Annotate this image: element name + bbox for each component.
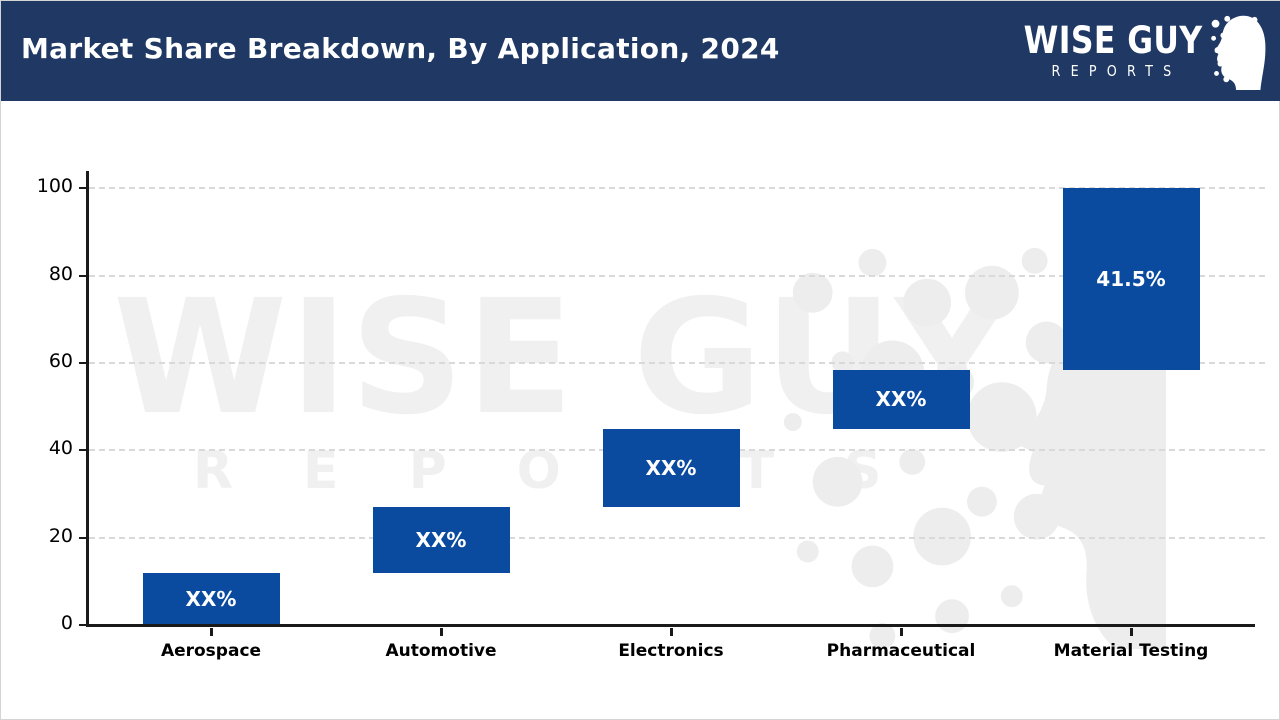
logo-wordmark: WISE GUY (1023, 19, 1203, 62)
bar-label: XX% (185, 586, 237, 611)
bar-label: XX% (875, 387, 927, 412)
y-tick-label: 20 (48, 524, 73, 547)
x-category-label: Aerospace (160, 641, 262, 661)
logo: WISE GUY REPORTS (992, 7, 1269, 95)
header-bar: Market Share Breakdown, By Application, … (1, 1, 1280, 101)
bar-label: 41.5% (1096, 267, 1166, 292)
logo-subtitle: REPORTS (1051, 62, 1182, 80)
bar-label: XX% (415, 527, 467, 552)
gridline (89, 274, 1265, 277)
x-tick-mark (209, 628, 213, 636)
y-tick-label: 100 (36, 175, 73, 198)
y-tick-label: 60 (48, 350, 73, 373)
bar: 41.5% (1062, 188, 1200, 370)
y-tick-label: 0 (60, 612, 73, 634)
watermark-subtitle: REPORTS (193, 441, 952, 501)
gridline (89, 362, 1265, 365)
gridline (89, 536, 1265, 539)
chart-title: Market Share Breakdown, By Application, … (21, 31, 780, 65)
y-tick-mark (79, 187, 87, 190)
y-axis-line (86, 171, 89, 627)
y-tick-mark (79, 624, 87, 626)
x-tick-mark (899, 628, 903, 636)
y-tick-mark (79, 536, 87, 539)
x-category-label: Automotive (385, 641, 497, 661)
y-tick-mark (79, 362, 87, 365)
bar: XX% (372, 507, 510, 573)
bar: XX% (142, 572, 280, 625)
bar: XX% (602, 428, 740, 508)
y-tick-mark (79, 274, 87, 277)
x-axis-line (86, 624, 1255, 627)
y-tick-label: 40 (48, 437, 73, 460)
bar: XX% (832, 369, 970, 429)
x-category-label: Material Testing (1053, 641, 1209, 661)
x-tick-mark (669, 628, 673, 636)
logo-text: WISE GUY REPORTS (1024, 22, 1203, 80)
bar-label: XX% (645, 455, 697, 480)
x-tick-mark (439, 628, 443, 636)
logo-head-icon (1211, 15, 1266, 90)
x-category-label: Pharmaceutical (826, 641, 976, 661)
y-tick-mark (79, 449, 87, 452)
y-tick-label: 80 (48, 262, 73, 285)
x-tick-mark (1129, 628, 1133, 636)
x-category-label: Electronics (618, 641, 724, 661)
gridline (89, 187, 1265, 190)
